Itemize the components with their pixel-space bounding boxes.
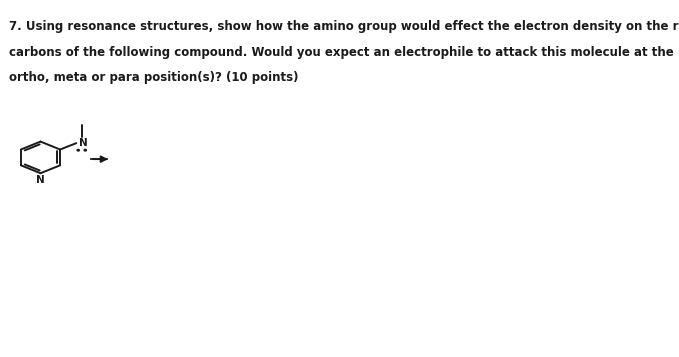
Text: ortho, meta or para position(s)? (10 points): ortho, meta or para position(s)? (10 poi…: [9, 71, 298, 84]
Text: N: N: [36, 175, 45, 185]
Text: carbons of the following compound. Would you expect an electrophile to attack th: carbons of the following compound. Would…: [9, 46, 674, 59]
Text: 7. Using resonance structures, show how the amino group would effect the electro: 7. Using resonance structures, show how …: [9, 20, 679, 33]
Circle shape: [84, 150, 86, 151]
Circle shape: [77, 150, 79, 151]
Text: N: N: [79, 138, 88, 148]
